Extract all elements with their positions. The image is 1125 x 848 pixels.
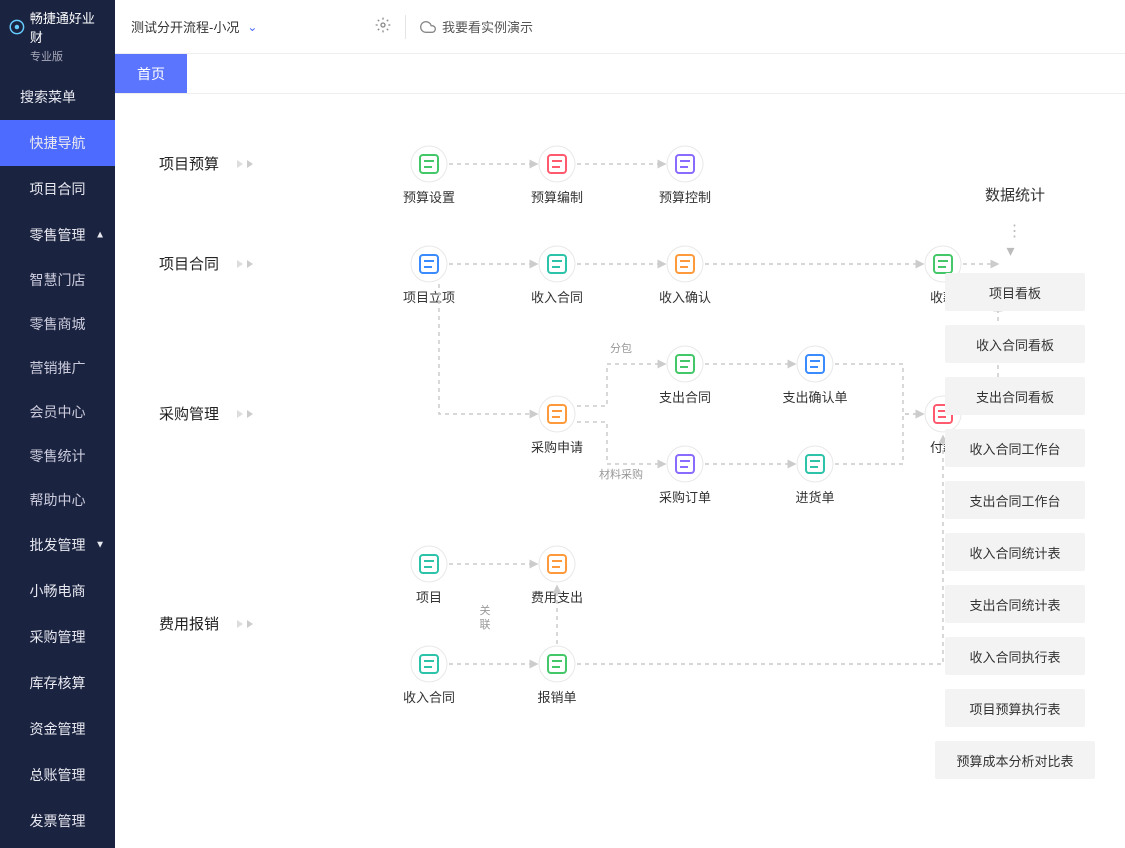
brand-edition: 专业版	[0, 48, 115, 74]
stats-button-2[interactable]: 支出合同看板	[945, 377, 1085, 415]
stats-button-3[interactable]: 收入合同工作台	[945, 429, 1085, 467]
sidebar-item-2[interactable]: 零售管理▲	[0, 212, 115, 258]
sidebar-item-10[interactable]: 税务管理	[0, 844, 115, 848]
flow-node-label-purchase_ord: 采购订单	[659, 490, 711, 505]
flow-node-label-purchase_req: 采购申请	[531, 440, 583, 455]
sidebar-item-0[interactable]: 快捷导航	[0, 120, 115, 166]
flow-node-reimburse[interactable]	[539, 646, 575, 682]
flow-node-goods_in[interactable]	[797, 446, 833, 482]
sidebar-item-6[interactable]: 库存核算	[0, 660, 115, 706]
divider	[405, 15, 406, 39]
brand: 畅捷通好业财	[0, 0, 115, 48]
sidebar-sub-2-0[interactable]: 智慧门店	[0, 258, 115, 302]
sidebar-sub-2-1[interactable]: 零售商城	[0, 302, 115, 346]
row-label-purchase: 采购管理	[159, 406, 219, 423]
stats-button-0[interactable]: 项目看板	[945, 273, 1085, 311]
gear-icon[interactable]	[375, 17, 391, 36]
sidebar-sub-2-2[interactable]: 营销推广	[0, 346, 115, 390]
connector-label-subcontract: 分包	[610, 342, 632, 355]
flow-diagram: 项目预算项目合同采购管理费用报销预算设置预算编制预算控制项目立项收入合同收入确认…	[129, 104, 1009, 744]
flow-node-project[interactable]	[411, 546, 447, 582]
flow-node-income_cf[interactable]	[667, 246, 703, 282]
chevron-down-icon: ⌄	[247, 20, 257, 34]
stats-panel: 数据统计 ⋮▾ 项目看板收入合同看板支出合同看板收入合同工作台支出合同工作台收入…	[935, 184, 1095, 779]
flow-node-label-goods_in: 进货单	[795, 490, 834, 505]
org-selector[interactable]: 测试分开流程-小况 ⌄	[131, 17, 361, 36]
sidebar-item-5[interactable]: 采购管理	[0, 614, 115, 660]
stats-button-1[interactable]: 收入合同看板	[945, 325, 1085, 363]
sidebar-sub-2-4[interactable]: 零售统计	[0, 434, 115, 478]
demo-label: 我要看实例演示	[442, 17, 533, 36]
sidebar-item-4[interactable]: 小畅电商	[0, 568, 115, 614]
flow-node-label-budget_ctrl: 预算控制	[659, 190, 711, 205]
stats-title: 数据统计	[985, 184, 1045, 205]
flow-node-budget_make[interactable]	[539, 146, 575, 182]
sidebar-sub-2-3[interactable]: 会员中心	[0, 390, 115, 434]
flow-node-label-reimburse: 报销单	[537, 690, 576, 705]
topbar: 测试分开流程-小况 ⌄ 我要看实例演示	[115, 0, 1125, 54]
connector-label-material: 材料采购	[599, 467, 643, 481]
tab-bar: 首页	[115, 54, 1125, 94]
flow-node-income_ct[interactable]	[539, 246, 575, 282]
sidebar-item-9[interactable]: 发票管理	[0, 798, 115, 844]
flow-node-label-income_ct: 收入合同	[531, 290, 583, 305]
flow-node-proj_setup[interactable]	[411, 246, 447, 282]
sidebar-search[interactable]: 搜索菜单	[0, 74, 115, 120]
stats-button-7[interactable]: 收入合同执行表	[945, 637, 1085, 675]
row-label-contract: 项目合同	[159, 256, 219, 273]
flow-node-purchase_ord[interactable]	[667, 446, 703, 482]
row-label-expense: 费用报销	[159, 616, 219, 633]
flow-node-purchase_req[interactable]	[539, 396, 575, 432]
stats-button-9[interactable]: 预算成本分析对比表	[935, 741, 1095, 779]
sidebar: 畅捷通好业财 专业版 搜索菜单 快捷导航项目合同零售管理▲智慧门店零售商城营销推…	[0, 0, 115, 848]
connector-label-relate: 关	[480, 603, 491, 617]
cloud-icon	[420, 19, 436, 35]
brand-logo-icon	[8, 18, 26, 36]
flow-node-label-income_cf: 收入确认	[659, 290, 711, 305]
stats-button-6[interactable]: 支出合同统计表	[945, 585, 1085, 623]
flow-node-expend_cf[interactable]	[797, 346, 833, 382]
row-label-budget: 项目预算	[159, 155, 219, 173]
sidebar-item-7[interactable]: 资金管理	[0, 706, 115, 752]
caret-up-icon: ▲	[95, 230, 105, 241]
demo-link[interactable]: 我要看实例演示	[420, 17, 533, 36]
flow-node-budget_set[interactable]	[411, 146, 447, 182]
sidebar-item-8[interactable]: 总账管理	[0, 752, 115, 798]
sidebar-sub-2-5[interactable]: 帮助中心	[0, 478, 115, 522]
sidebar-item-1[interactable]: 项目合同	[0, 166, 115, 212]
org-name: 测试分开流程-小况	[131, 17, 239, 36]
flow-node-label-expend_cf: 支出确认单	[782, 390, 847, 405]
flow-node-label-budget_make: 预算编制	[531, 190, 583, 205]
flow-node-expend_out[interactable]	[539, 546, 575, 582]
flow-node-budget_ctrl[interactable]	[667, 146, 703, 182]
dots-down-icon: ⋮▾	[1007, 221, 1024, 261]
svg-text:联: 联	[480, 618, 491, 631]
flow-node-label-project: 项目	[416, 590, 442, 605]
sidebar-item-3[interactable]: 批发管理▼	[0, 522, 115, 568]
stats-button-5[interactable]: 收入合同统计表	[945, 533, 1085, 571]
main: 测试分开流程-小况 ⌄ 我要看实例演示 首页 项目预算项目合同采购管理费用报销预…	[115, 0, 1125, 848]
flow-node-income_ct2[interactable]	[411, 646, 447, 682]
flow-node-label-expend_ct: 支出合同	[659, 390, 711, 405]
stats-button-4[interactable]: 支出合同工作台	[945, 481, 1085, 519]
brand-name: 畅捷通好业财	[30, 8, 107, 46]
tab-home[interactable]: 首页	[115, 54, 187, 93]
caret-down-icon: ▼	[95, 540, 105, 551]
workflow-canvas: 项目预算项目合同采购管理费用报销预算设置预算编制预算控制项目立项收入合同收入确认…	[115, 94, 1125, 848]
stats-button-8[interactable]: 项目预算执行表	[945, 689, 1085, 727]
flow-node-expend_ct[interactable]	[667, 346, 703, 382]
flow-node-label-proj_setup: 项目立项	[403, 290, 455, 305]
flow-node-label-budget_set: 预算设置	[403, 190, 455, 205]
flow-node-label-income_ct2: 收入合同	[403, 690, 455, 705]
